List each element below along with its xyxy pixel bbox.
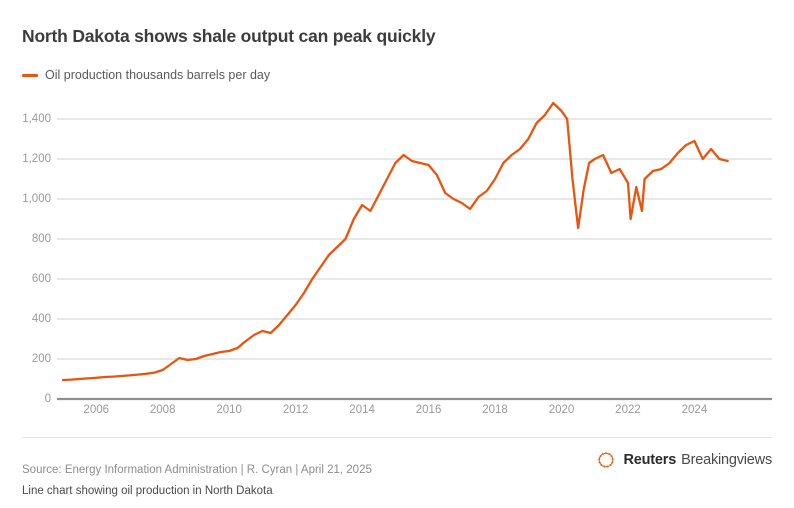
footer-divider [22, 437, 772, 438]
brand-dot [601, 453, 604, 456]
x-axis-tick-label: 2022 [615, 404, 641, 416]
brand-name-secondary: Breakingviews [681, 452, 772, 468]
brand-dot [611, 460, 613, 462]
brand-dot [608, 464, 611, 467]
brand-dot [610, 463, 612, 465]
brand-dot [598, 456, 600, 459]
brand-dot [599, 463, 601, 465]
x-axis-tick-label: 2012 [282, 404, 309, 416]
x-axis-tick-label: 2014 [349, 404, 375, 416]
chart-caption: Line chart showing oil production in Nor… [22, 485, 273, 497]
x-axis-tick-label: 2018 [482, 404, 508, 416]
legend-line-swatch-icon [22, 73, 38, 77]
legend-item-label: Oil production thousands barrels per day [45, 68, 271, 82]
brand-dot [602, 465, 605, 468]
y-axis-tick-label: 800 [31, 233, 51, 245]
chart-legend: Oil production thousands barrels per day [22, 68, 270, 82]
x-axis-tick-label: 2020 [548, 404, 575, 416]
brand-dot [604, 452, 607, 455]
reuters-dotted-circle-icon [597, 452, 614, 468]
brand-dot [611, 458, 614, 461]
x-axis-tick-label: 2016 [415, 404, 442, 416]
x-axis-tick-label: 2024 [681, 404, 708, 416]
x-axis-tick-label: 2010 [216, 404, 242, 416]
y-axis-tick-label: 200 [31, 353, 51, 365]
brand-dot [598, 460, 600, 462]
y-axis-tick-label: 0 [44, 393, 51, 405]
source-credit: Source: Energy Information Administratio… [22, 464, 372, 476]
x-axis-tick-label: 2008 [149, 404, 176, 416]
brand-dot [606, 452, 608, 455]
brand-dot [600, 464, 603, 467]
brand-dot [598, 461, 601, 464]
page-title: North Dakota shows shale output can peak… [22, 26, 436, 46]
y-axis-tick-label: 600 [31, 273, 51, 285]
chart-series-group [61, 101, 729, 382]
brand-name-primary: Reuters [623, 452, 677, 468]
y-axis-tick-label: 1,000 [22, 193, 51, 205]
brand-dot [600, 454, 602, 456]
chart-gridlines [57, 118, 772, 360]
brand-dot [610, 455, 613, 458]
y-axis-tick-label: 1,200 [22, 153, 51, 165]
brand-dot [597, 458, 600, 461]
y-axis-tick-label: 1,400 [22, 113, 51, 125]
brand-dot [608, 465, 610, 467]
brand-dot [607, 453, 610, 456]
brand-dot [601, 465, 604, 467]
x-axis-tick-label: 2006 [83, 404, 110, 416]
brand-dot [611, 456, 613, 459]
brand-lockup: Reuters Breakingviews [596, 450, 772, 470]
series-line [61, 101, 729, 382]
y-axis-tick-label: 400 [31, 313, 51, 325]
brand-dot [610, 461, 613, 464]
brand-dot [603, 452, 605, 455]
brand-dot [604, 466, 607, 468]
brand-dot [598, 455, 601, 458]
brand-dot [606, 465, 609, 468]
brand-dot [609, 454, 611, 456]
